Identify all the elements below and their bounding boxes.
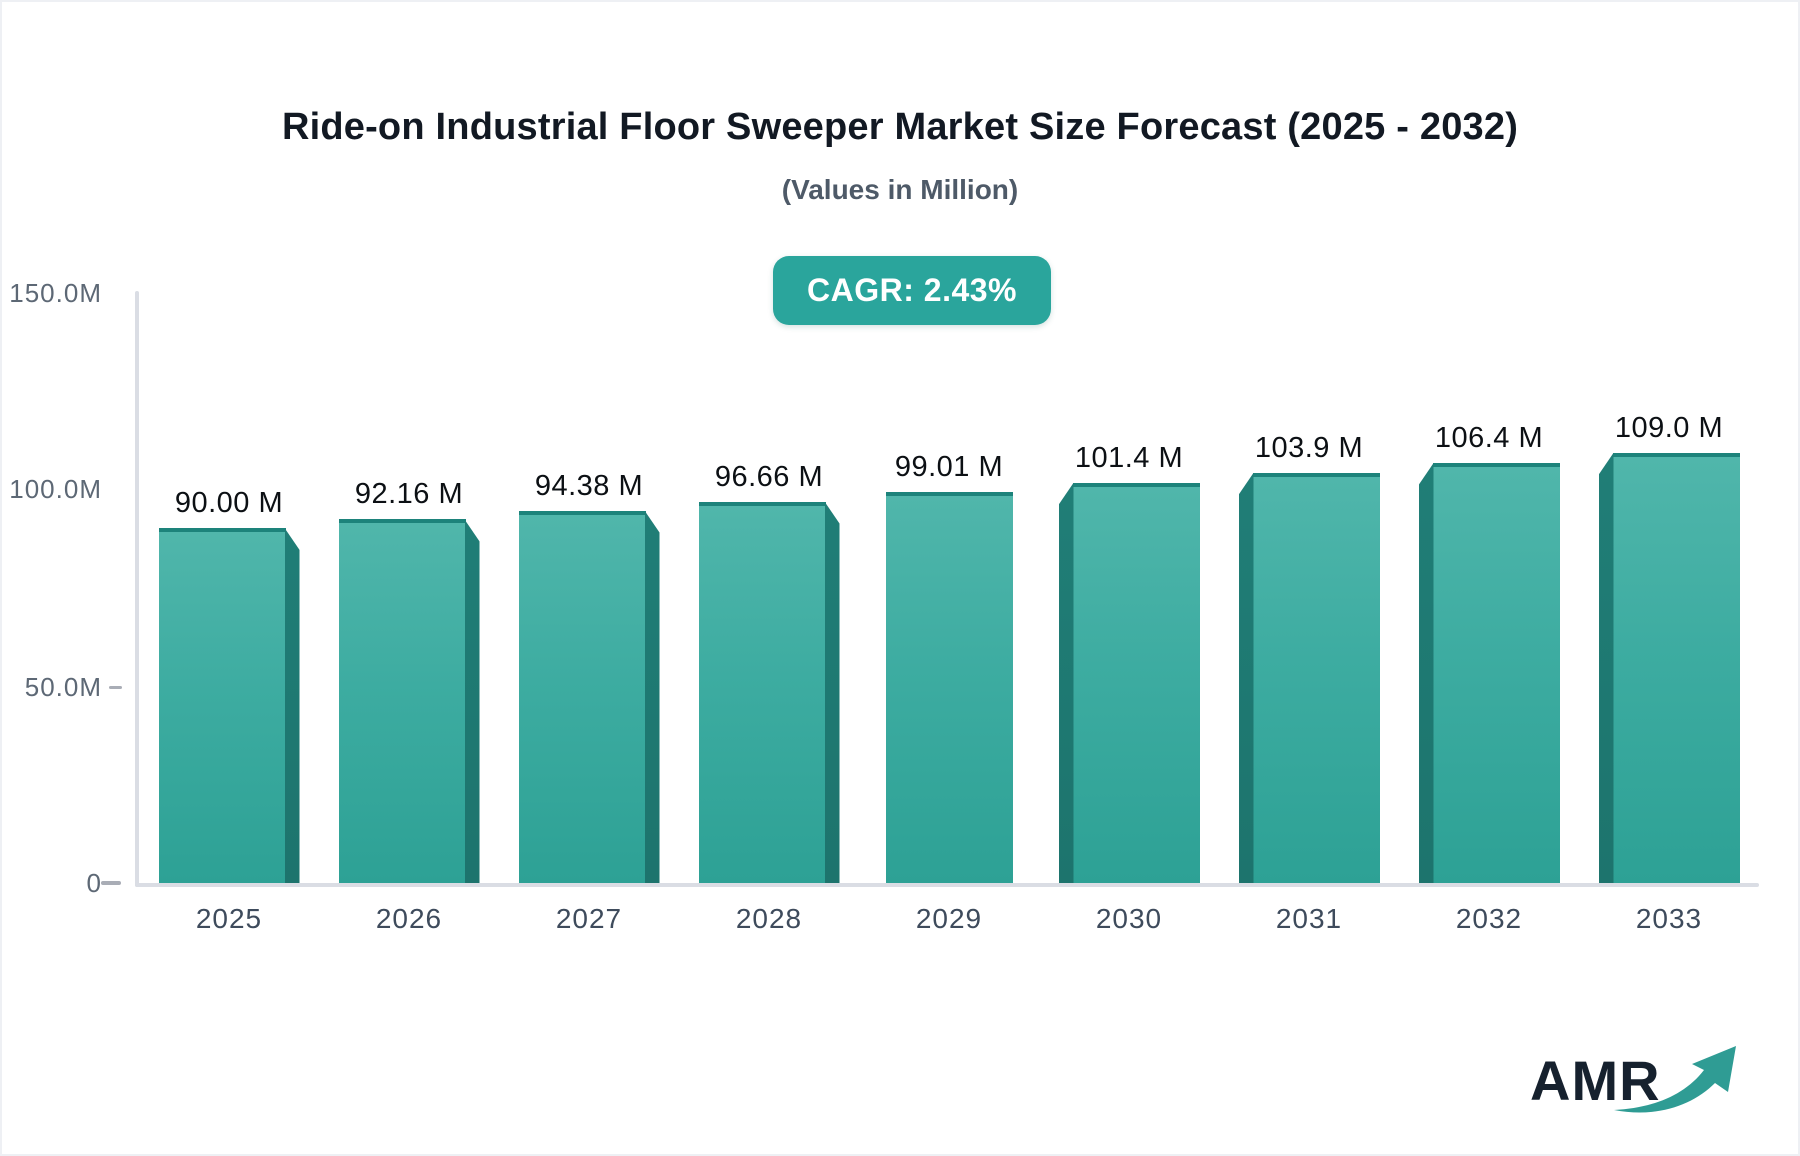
x-axis-label-2025: 2025 <box>195 903 263 934</box>
x-axis-labels: 2025 2026 2027 2028 2029 2030 2031 2032 2033 <box>139 903 1759 935</box>
bar-slot-2025: 90.00 M <box>139 291 319 883</box>
bar-slot-2030: 101.4 M <box>1039 291 1219 883</box>
bar-2025: 90.00 M <box>158 487 300 883</box>
x-axis-line <box>135 883 1759 887</box>
bar-slot-2033: 109.0 M <box>1579 291 1759 883</box>
y-tick-mark-50 <box>109 686 122 689</box>
bar-value-label: 106.4 M <box>1434 422 1544 455</box>
page-title: Ride-on Industrial Floor Sweeper Market … <box>281 106 1519 148</box>
bar-slot-2027: 94.38 M <box>499 291 679 883</box>
bar-side <box>1598 452 1614 883</box>
bar-face <box>518 510 646 883</box>
bar-2033: 109.0 M <box>1598 412 1740 883</box>
x-axis-label-2032: 2032 <box>1455 903 1523 934</box>
bar-2030: 101.4 M <box>1058 442 1200 883</box>
x-axis-label-2031: 2031 <box>1275 903 1343 934</box>
bar-side <box>1238 472 1254 883</box>
bar-slot-2028: 96.66 M <box>679 291 859 883</box>
bar-value-label: 101.4 M <box>1074 441 1184 474</box>
bar-2032: 106.4 M <box>1418 422 1560 883</box>
bar-slot-2026: 92.16 M <box>319 291 499 883</box>
bar-side <box>824 501 840 883</box>
x-axis-label-2028: 2028 <box>735 903 803 934</box>
amr-logo: AMR <box>1530 1042 1740 1132</box>
bar-value-label: 103.9 M <box>1254 431 1364 464</box>
bar-face <box>1072 482 1200 883</box>
bar-face <box>698 501 826 883</box>
bar-2031: 103.9 M <box>1238 432 1380 883</box>
bar-face <box>885 492 1013 883</box>
x-axis-label-2026: 2026 <box>375 903 443 934</box>
bar-slot-2032: 106.4 M <box>1399 291 1579 883</box>
amr-logo-text: AMR <box>1530 1049 1661 1112</box>
bar-value-label: 109.0 M <box>1614 411 1724 444</box>
bar-value-label: 96.66 M <box>714 460 824 493</box>
bar-2027: 94.38 M <box>518 470 660 883</box>
growth-arrow-icon <box>1614 1046 1736 1113</box>
bar-side <box>464 519 480 883</box>
bar-2028: 96.66 M <box>698 461 840 883</box>
x-axis-label-2029: 2029 <box>915 903 983 934</box>
bar-value-label: 94.38 M <box>534 469 644 502</box>
x-axis-label-2027: 2027 <box>555 903 623 934</box>
y-tick-label-100: 100.0M <box>9 474 102 504</box>
bar-slot-2029: 99.01 M <box>859 291 1039 883</box>
y-tick-label-50: 50.0M <box>24 672 102 702</box>
bar-slot-2031: 103.9 M <box>1219 291 1399 883</box>
page-subtitle: (Values in Million) <box>781 174 1019 205</box>
bar-side <box>1418 463 1434 883</box>
y-tick-mark-0 <box>101 881 121 885</box>
y-tick-label-0: 0 <box>86 868 102 898</box>
bar-face <box>1252 472 1380 883</box>
bar-face <box>338 519 466 883</box>
bar-value-label: 90.00 M <box>174 486 284 519</box>
plot-area: 90.00 M 92.16 M 94.38 M 96.66 M 99.01 M 101.4… <box>139 291 1759 883</box>
x-axis-label-2033: 2033 <box>1635 903 1703 934</box>
bar-side <box>1058 482 1074 883</box>
y-axis-line <box>135 291 139 887</box>
bar-side <box>644 510 660 883</box>
bar-value-label: 92.16 M <box>354 478 464 511</box>
bar-face <box>1432 463 1560 883</box>
x-axis-label-2030: 2030 <box>1095 903 1163 934</box>
bar-face <box>158 527 286 883</box>
bar-value-label: 99.01 M <box>894 451 1004 484</box>
bar-side <box>284 527 300 883</box>
bar-2026: 92.16 M <box>338 478 480 883</box>
bar-face <box>1612 452 1740 883</box>
cagr-badge: CAGR: 2.43% <box>773 256 1051 325</box>
y-tick-label-150: 150.0M <box>9 278 102 308</box>
bar-2029: 99.01 M <box>885 451 1013 883</box>
